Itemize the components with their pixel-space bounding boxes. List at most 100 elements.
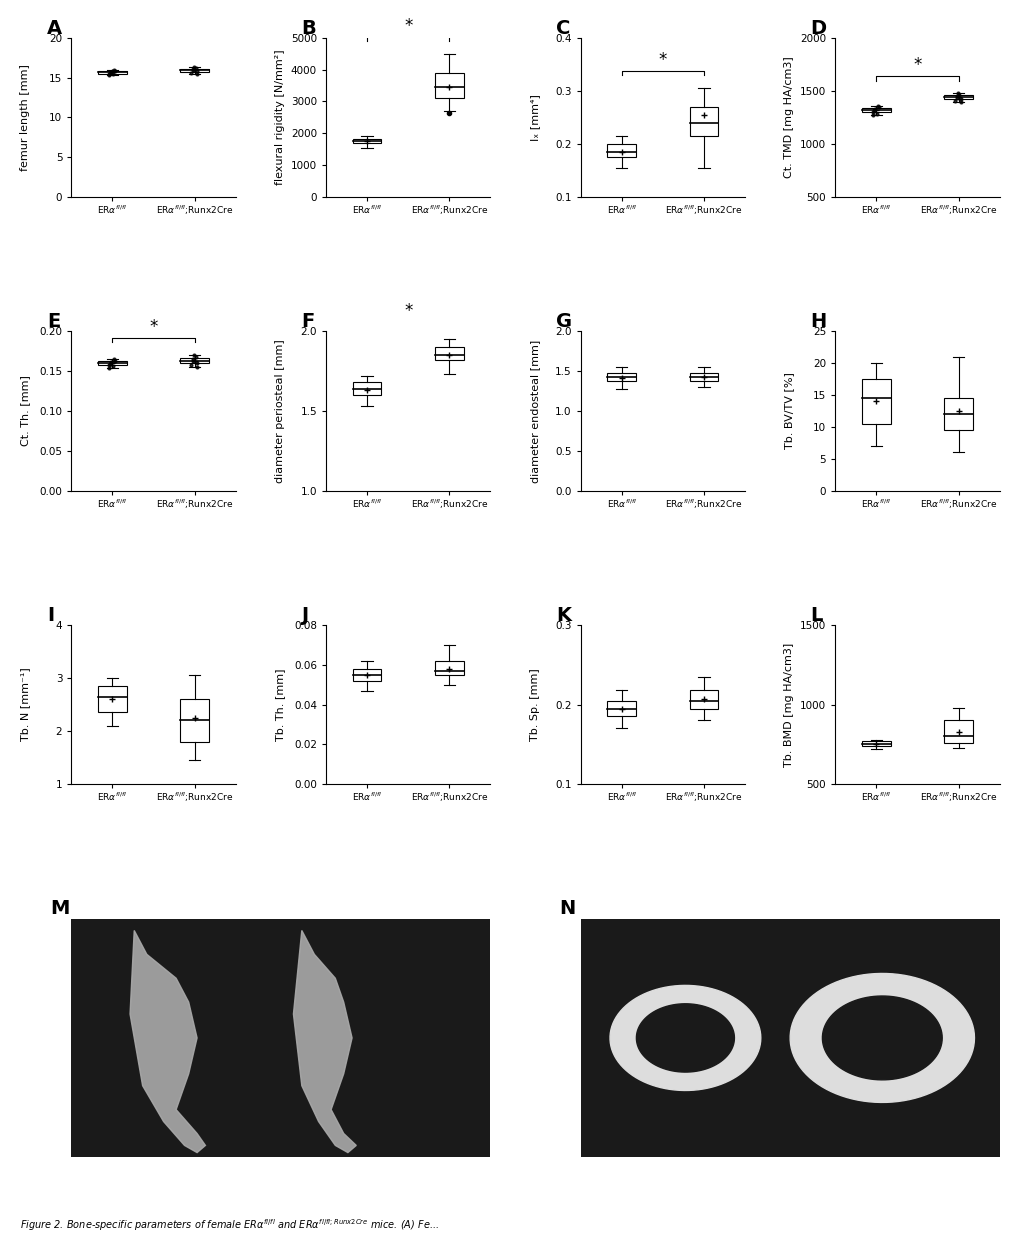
Text: *: * [404,16,412,34]
Point [185,345,202,365]
FancyBboxPatch shape [434,73,464,98]
Point [103,62,119,82]
Text: M: M [50,899,69,918]
Polygon shape [821,996,942,1079]
FancyBboxPatch shape [606,143,636,157]
Point [189,357,205,377]
FancyBboxPatch shape [180,357,209,364]
Text: F: F [301,312,314,331]
FancyBboxPatch shape [180,69,209,72]
FancyBboxPatch shape [98,361,126,365]
Polygon shape [129,931,205,1152]
Point [864,102,880,122]
Text: E: E [47,312,60,331]
FancyBboxPatch shape [180,699,209,742]
FancyBboxPatch shape [353,669,381,681]
Point [189,62,205,82]
Point [187,347,204,367]
Point [189,353,205,374]
Polygon shape [790,974,973,1102]
Point [949,88,965,108]
Y-axis label: Ct. TMD [mg HA/cm3]: Ct. TMD [mg HA/cm3] [784,57,794,179]
FancyBboxPatch shape [606,372,636,381]
FancyBboxPatch shape [944,399,972,430]
Y-axis label: Tb. BMD [mg HA/cm3]: Tb. BMD [mg HA/cm3] [784,643,794,766]
Point [185,60,202,81]
Text: B: B [301,19,316,38]
Point [105,356,121,376]
Point [101,355,117,375]
Point [949,87,965,107]
Y-axis label: diameter endosteal [mm]: diameter endosteal [mm] [529,340,539,483]
Point [102,353,118,374]
Text: *: * [149,318,158,336]
Point [864,106,880,126]
Point [869,96,886,116]
FancyBboxPatch shape [689,372,717,381]
Point [185,350,202,370]
Point [101,65,117,86]
Text: A: A [47,19,62,38]
Point [866,99,882,120]
Point [183,355,200,375]
Text: *: * [912,57,921,74]
FancyBboxPatch shape [580,918,999,1157]
Point [952,89,968,109]
Y-axis label: Tb. BV/TV [%]: Tb. BV/TV [%] [784,372,794,449]
Text: *: * [658,52,666,69]
Point [101,357,117,377]
Polygon shape [293,931,356,1152]
FancyBboxPatch shape [71,918,490,1157]
FancyBboxPatch shape [944,96,972,99]
FancyBboxPatch shape [353,140,381,143]
FancyBboxPatch shape [861,108,890,112]
FancyBboxPatch shape [689,107,717,136]
Point [185,57,202,77]
Point [107,351,123,371]
Text: D: D [810,19,826,38]
FancyBboxPatch shape [434,660,464,674]
Text: N: N [559,899,576,918]
Text: L: L [810,606,822,625]
FancyBboxPatch shape [606,701,636,717]
Y-axis label: flexural rigidity [N/mm²]: flexural rigidity [N/mm²] [275,49,284,185]
Y-axis label: diameter periosteal [mm]: diameter periosteal [mm] [275,340,284,483]
Polygon shape [636,1004,734,1072]
Point [183,63,200,83]
Text: *: * [404,302,412,321]
FancyBboxPatch shape [861,741,890,746]
Text: J: J [301,606,308,625]
Point [865,101,881,121]
Point [103,352,119,372]
Text: C: C [555,19,570,38]
Text: G: G [555,312,572,331]
Point [105,64,121,84]
Y-axis label: Tb. N [mm⁻¹]: Tb. N [mm⁻¹] [20,668,31,741]
Text: H: H [810,312,826,331]
FancyBboxPatch shape [861,379,890,424]
Point [106,350,122,370]
Polygon shape [609,985,760,1091]
Y-axis label: Iₓ [mm⁴]: Iₓ [mm⁴] [529,94,539,141]
Point [101,63,117,83]
Point [185,59,202,79]
FancyBboxPatch shape [434,347,464,360]
Point [947,91,963,111]
Text: I: I [47,606,54,625]
Point [870,97,887,117]
Y-axis label: Tb. Sp. [mm]: Tb. Sp. [mm] [529,668,539,741]
FancyBboxPatch shape [944,721,972,742]
Point [949,83,965,103]
FancyBboxPatch shape [98,686,126,712]
Point [189,63,205,83]
Y-axis label: femur length [mm]: femur length [mm] [20,64,31,171]
Y-axis label: Tb. Th. [mm]: Tb. Th. [mm] [275,668,284,741]
Y-axis label: Ct. Th. [mm]: Ct. Th. [mm] [20,375,31,447]
Point [952,92,968,112]
Point [107,62,123,82]
Point [187,58,204,78]
Point [106,60,122,81]
Text: Figure 2. Bone-specific parameters of female ER$\alpha^{fl/fl}$ and ER$\alpha^{f: Figure 2. Bone-specific parameters of fe… [20,1216,439,1233]
FancyBboxPatch shape [689,691,717,708]
Text: K: K [555,606,571,625]
